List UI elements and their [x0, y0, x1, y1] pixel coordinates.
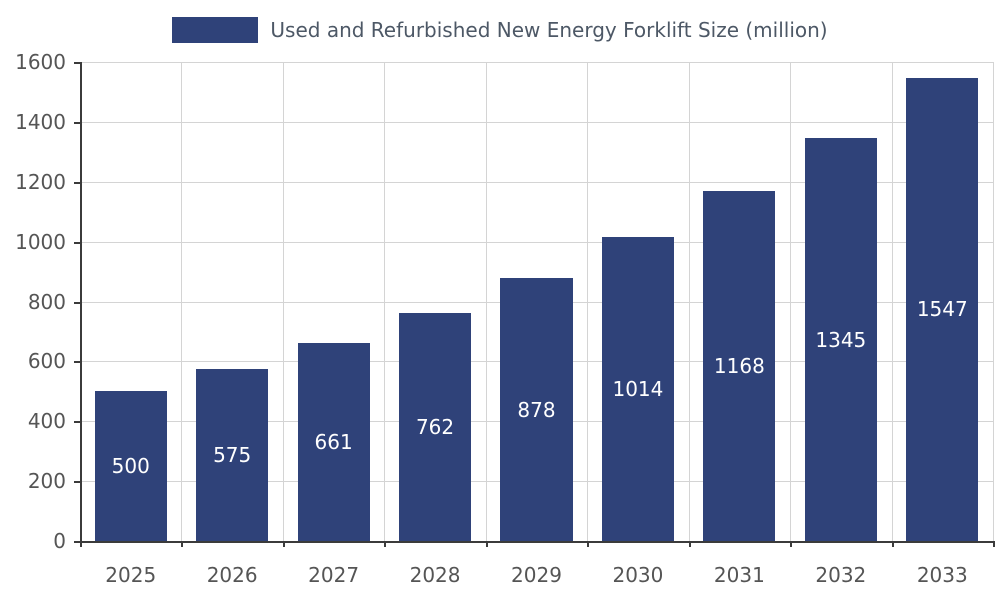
bar[interactable]: [601, 237, 674, 541]
y-tick-label: 200: [27, 469, 66, 494]
y-tick-mark: [74, 62, 80, 64]
gridline-vertical: [587, 62, 589, 541]
bar[interactable]: [906, 77, 979, 541]
y-tick-label: 1200: [15, 169, 66, 194]
x-tick-mark: [384, 541, 387, 547]
x-tick-mark: [485, 541, 488, 547]
gridline-horizontal: [80, 62, 993, 63]
x-tick-mark: [587, 541, 590, 547]
x-tick-label: 2033: [916, 563, 968, 587]
gridline-vertical: [993, 62, 994, 541]
gridline-vertical: [688, 62, 690, 541]
legend: Used and Refurbished New Energy Forklift…: [0, 14, 1000, 46]
y-tick-mark: [74, 181, 80, 184]
x-tick-label: 2026: [206, 563, 258, 587]
y-tick-mark: [74, 421, 80, 424]
gridline-vertical: [282, 62, 284, 541]
gridline-vertical: [790, 62, 792, 541]
x-tick-label: 2032: [815, 563, 867, 587]
x-tick-label: 2030: [612, 563, 664, 587]
bar[interactable]: [500, 278, 573, 541]
bar[interactable]: [804, 138, 877, 541]
x-tick-mark: [80, 541, 82, 547]
y-tick-label: 1400: [15, 109, 66, 134]
bar[interactable]: [703, 191, 776, 541]
gridline-vertical: [485, 62, 487, 541]
bar[interactable]: [196, 368, 269, 541]
gridline-vertical: [181, 62, 183, 541]
y-tick-mark: [74, 241, 80, 244]
y-tick-label: 0: [53, 529, 66, 553]
y-tick-label: 600: [27, 349, 66, 374]
gridline-horizontal: [80, 181, 993, 183]
y-tick-mark: [74, 301, 80, 304]
x-tick-label: 2028: [409, 563, 461, 587]
gridline-vertical: [891, 62, 893, 541]
x-tick-label: 2027: [308, 563, 360, 587]
x-tick-mark: [688, 541, 691, 547]
x-tick-mark: [891, 541, 894, 547]
y-tick-mark: [74, 361, 80, 364]
y-tick-mark: [74, 481, 80, 484]
x-tick-mark: [993, 541, 995, 547]
legend-marker-icon[interactable]: [172, 17, 259, 43]
x-axis-line: [80, 541, 994, 543]
y-tick-mark: [74, 541, 80, 543]
y-tick-label: 1000: [15, 229, 66, 254]
y-tick-label: 800: [27, 289, 66, 314]
y-tick-label: 1600: [15, 50, 66, 74]
bar[interactable]: [297, 343, 370, 541]
x-tick-mark: [181, 541, 184, 547]
gridline-horizontal: [80, 241, 993, 243]
legend-label[interactable]: Used and Refurbished New Energy Forklift…: [270, 18, 828, 42]
y-tick-label: 400: [27, 409, 66, 434]
y-tick-mark: [74, 121, 80, 124]
y-axis-line: [80, 62, 82, 543]
x-tick-label: 2029: [511, 563, 562, 587]
x-tick-mark: [282, 541, 285, 547]
x-tick-label: 2031: [713, 563, 765, 587]
bar[interactable]: [94, 391, 167, 541]
x-tick-mark: [790, 541, 793, 547]
x-tick-label: 2025: [105, 563, 157, 587]
gridline-horizontal: [80, 121, 993, 123]
bar[interactable]: [399, 312, 472, 541]
gridline-vertical: [384, 62, 386, 541]
